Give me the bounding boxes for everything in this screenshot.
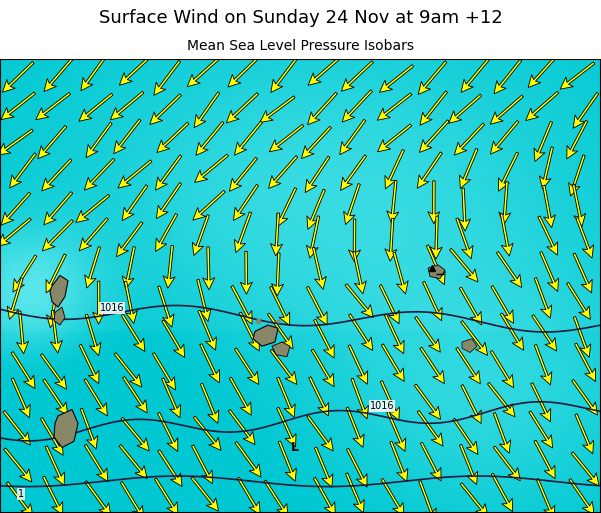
Text: Mean Sea Level Pressure Isobars: Mean Sea Level Pressure Isobars bbox=[187, 39, 414, 53]
Polygon shape bbox=[272, 342, 290, 357]
Text: 1: 1 bbox=[18, 489, 24, 499]
Text: 1016: 1016 bbox=[370, 401, 394, 410]
Polygon shape bbox=[428, 265, 445, 279]
Polygon shape bbox=[54, 409, 78, 447]
Text: L: L bbox=[291, 441, 299, 454]
Polygon shape bbox=[50, 275, 68, 307]
Polygon shape bbox=[462, 339, 477, 352]
Polygon shape bbox=[54, 307, 65, 325]
Text: Surface Wind on Sunday 24 Nov at 9am +12: Surface Wind on Sunday 24 Nov at 9am +12 bbox=[99, 9, 502, 27]
Text: 1016: 1016 bbox=[100, 303, 124, 313]
Polygon shape bbox=[253, 325, 278, 346]
